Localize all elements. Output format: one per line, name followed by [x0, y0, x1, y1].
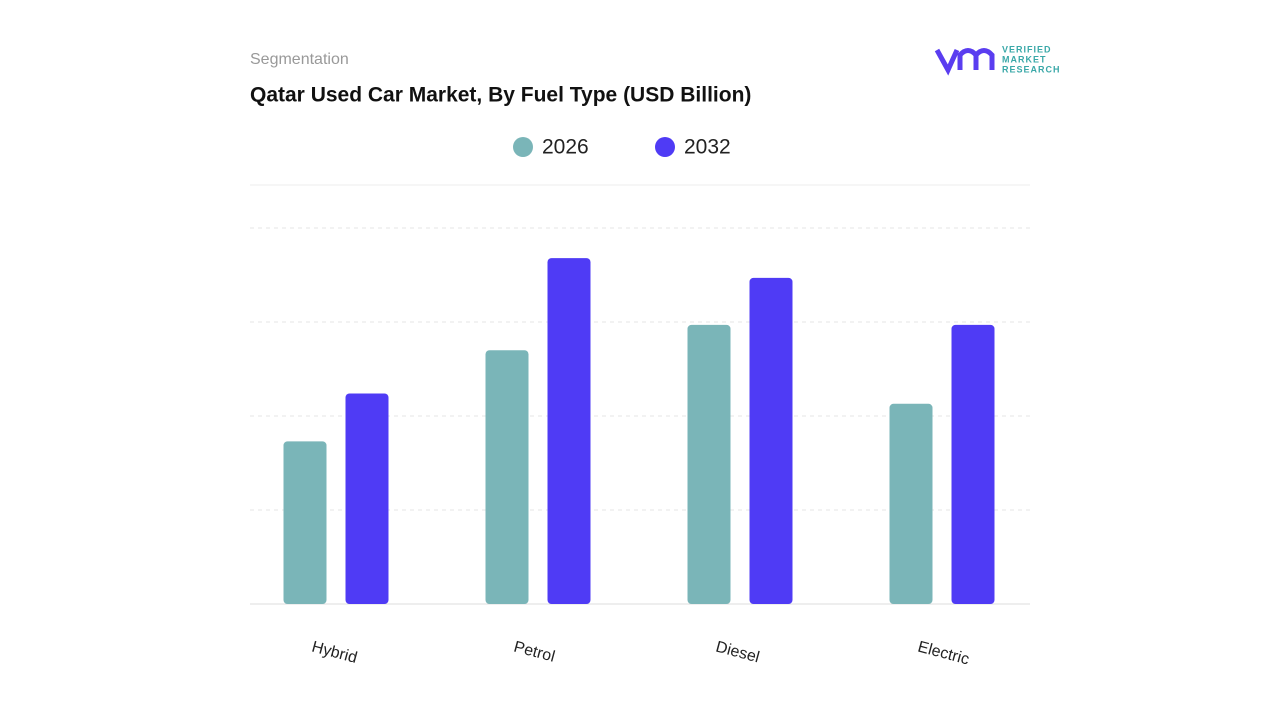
legend-label: 2026	[542, 136, 589, 159]
bar	[345, 393, 389, 604]
section-label: Segmentation	[250, 51, 349, 68]
x-tick-label: Petrol	[512, 639, 557, 666]
bar	[749, 277, 793, 604]
x-tick-label: Electric	[916, 639, 971, 669]
legend-label: 2032	[684, 136, 731, 159]
logo: VERIFIED MARKET RESEARCH	[934, 44, 1061, 76]
bar	[687, 324, 731, 604]
logo-mark	[934, 48, 995, 76]
chart-title: Qatar Used Car Market, By Fuel Type (USD…	[250, 84, 751, 107]
bar	[485, 350, 529, 604]
logo-text: VERIFIED	[1002, 44, 1052, 54]
bar	[547, 258, 591, 604]
x-tick-label: Diesel	[714, 639, 761, 667]
legend-marker	[655, 137, 675, 157]
x-tick-label: Hybrid	[310, 639, 359, 667]
bar	[889, 403, 933, 604]
bar	[283, 441, 327, 604]
legend-marker	[513, 137, 533, 157]
bar	[951, 324, 995, 604]
logo-text: RESEARCH	[1002, 64, 1061, 74]
logo-text: MARKET	[1002, 54, 1047, 64]
